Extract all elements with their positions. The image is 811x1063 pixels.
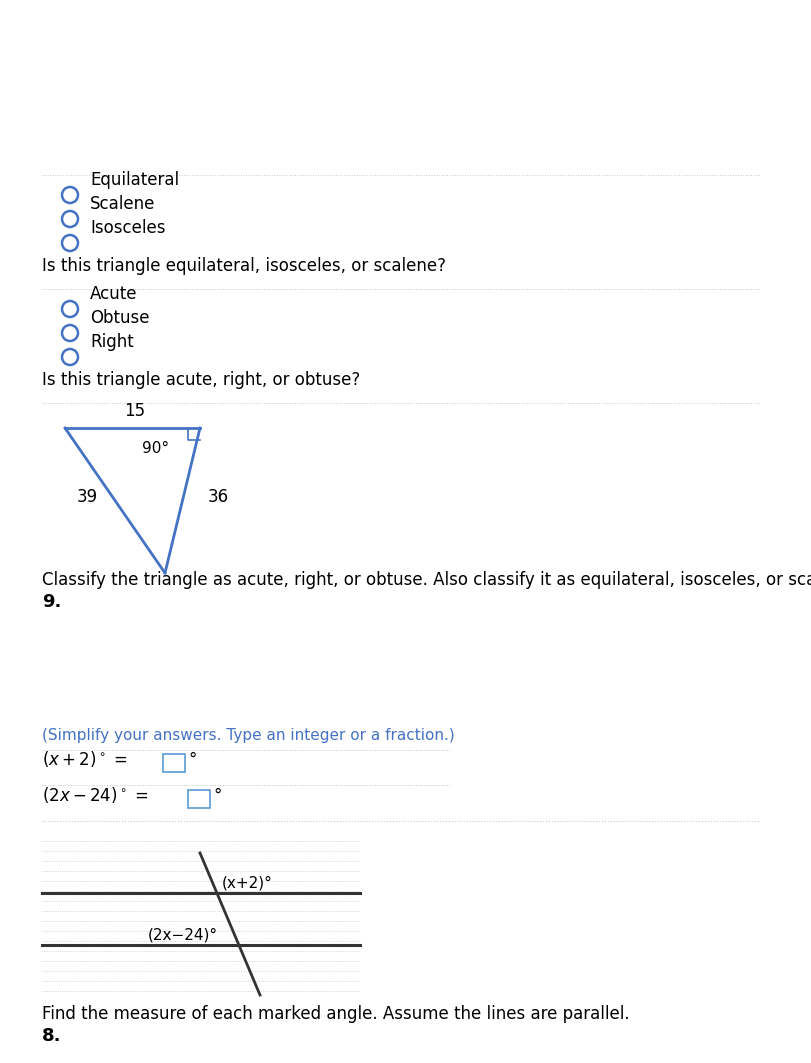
Text: °: ° xyxy=(213,787,221,805)
Text: 8.: 8. xyxy=(42,1027,62,1045)
Text: Isosceles: Isosceles xyxy=(90,219,165,237)
Text: $(2x-24)^\circ$ =: $(2x-24)^\circ$ = xyxy=(42,784,149,805)
Text: Is this triangle acute, right, or obtuse?: Is this triangle acute, right, or obtuse… xyxy=(42,371,360,389)
Text: (2x−24)°: (2x−24)° xyxy=(148,927,218,942)
Text: $(x+2)^\circ$ =: $(x+2)^\circ$ = xyxy=(42,749,127,769)
Text: 39: 39 xyxy=(77,489,98,506)
Bar xyxy=(188,790,210,808)
Text: (x+2)°: (x+2)° xyxy=(222,875,272,890)
Text: 15: 15 xyxy=(125,402,146,420)
Text: Acute: Acute xyxy=(90,285,138,303)
Text: Right: Right xyxy=(90,333,134,351)
Text: Scalene: Scalene xyxy=(90,195,156,213)
Text: Is this triangle equilateral, isosceles, or scalene?: Is this triangle equilateral, isosceles,… xyxy=(42,257,446,275)
Text: 90°: 90° xyxy=(142,441,169,456)
Bar xyxy=(163,754,185,772)
Text: °: ° xyxy=(188,750,196,769)
Text: Find the measure of each marked angle. Assume the lines are parallel.: Find the measure of each marked angle. A… xyxy=(42,1005,629,1023)
Text: Obtuse: Obtuse xyxy=(90,309,149,327)
Text: Equilateral: Equilateral xyxy=(90,171,179,189)
Text: Classify the triangle as acute, right, or obtuse. Also classify it as equilatera: Classify the triangle as acute, right, o… xyxy=(42,571,811,589)
Text: 9.: 9. xyxy=(42,593,62,611)
Text: (Simplify your answers. Type an integer or a fraction.): (Simplify your answers. Type an integer … xyxy=(42,728,455,743)
Text: 36: 36 xyxy=(208,489,230,506)
